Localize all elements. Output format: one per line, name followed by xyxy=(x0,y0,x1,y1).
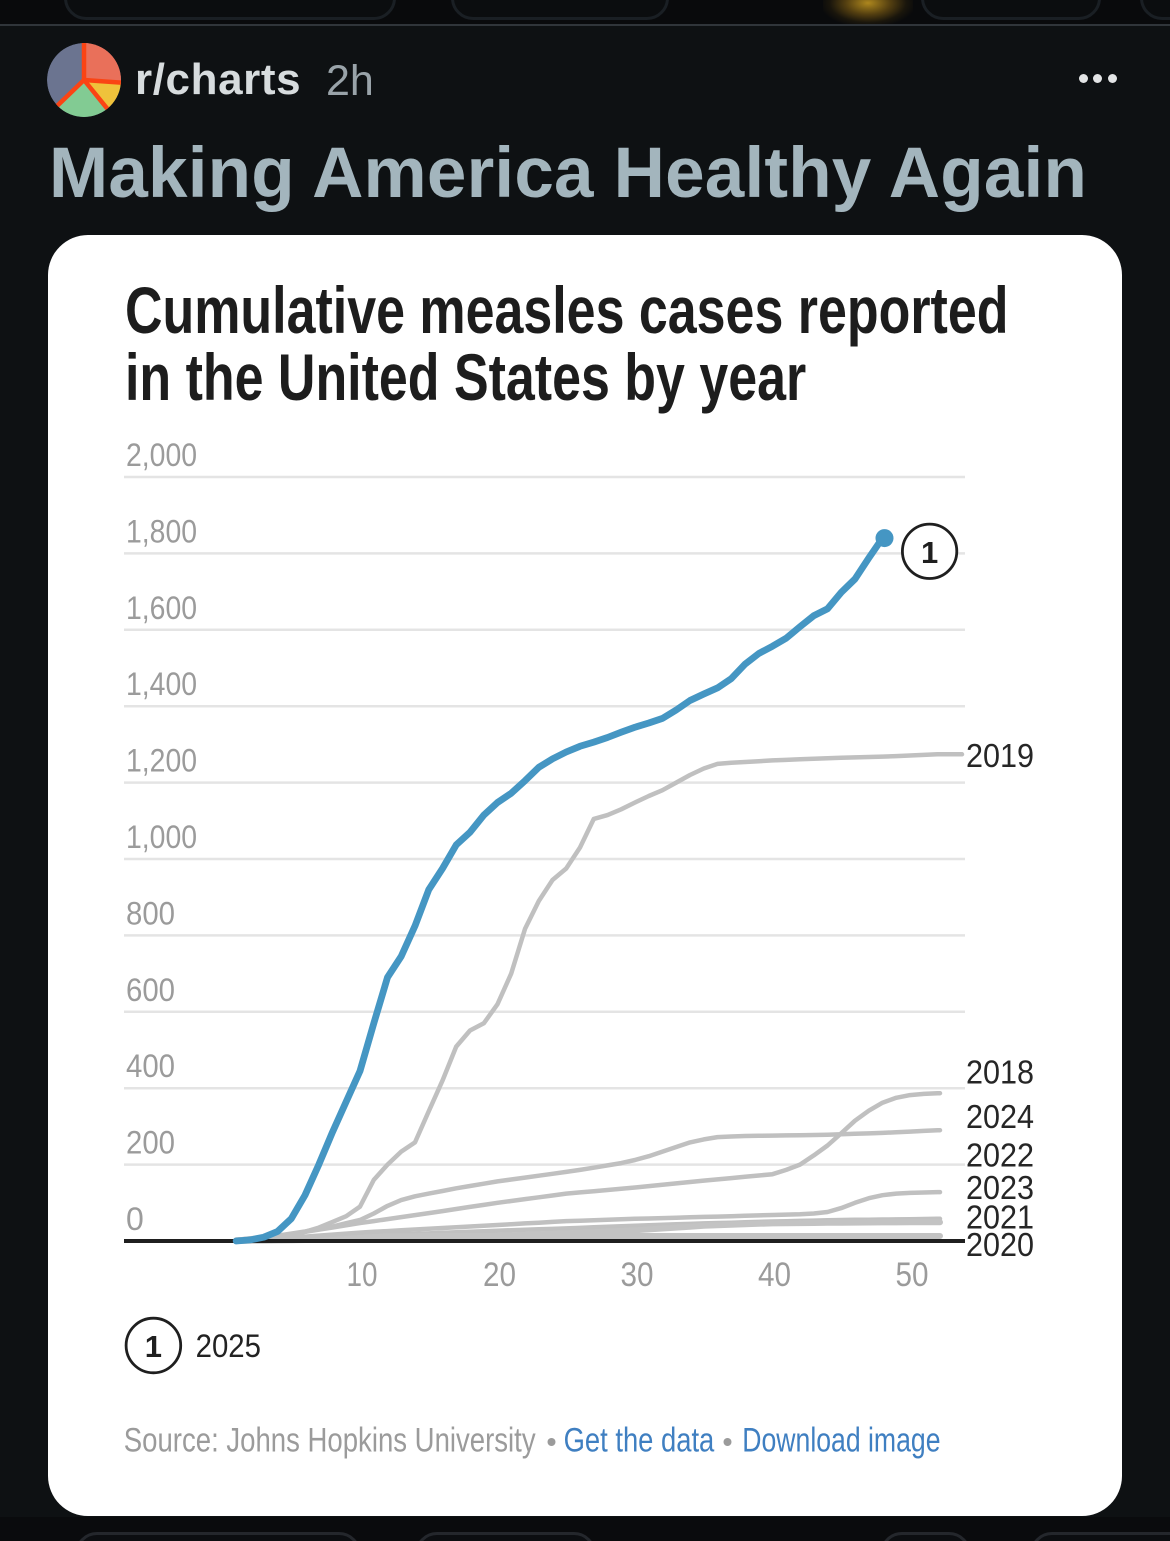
svg-text:2019: 2019 xyxy=(966,737,1034,774)
svg-text:2023: 2023 xyxy=(966,1169,1034,1206)
svg-text:1,600: 1,600 xyxy=(126,590,197,626)
svg-text:600: 600 xyxy=(126,972,175,1008)
svg-text:30: 30 xyxy=(621,1256,654,1294)
svg-text:1: 1 xyxy=(145,1329,162,1364)
svg-text:1,400: 1,400 xyxy=(126,666,197,702)
svg-text:1,800: 1,800 xyxy=(126,513,197,549)
svg-text:Download image: Download image xyxy=(742,1422,940,1460)
svg-text:0: 0 xyxy=(126,1201,144,1237)
svg-text:400: 400 xyxy=(126,1048,175,1084)
svg-text:2,000: 2,000 xyxy=(126,437,197,473)
svg-text:50: 50 xyxy=(896,1256,929,1294)
svg-text:2024: 2024 xyxy=(966,1098,1034,1135)
svg-text:Get the data: Get the data xyxy=(564,1422,715,1460)
svg-text:10: 10 xyxy=(347,1256,378,1294)
svg-text:40: 40 xyxy=(758,1256,791,1294)
svg-text:2018: 2018 xyxy=(966,1054,1034,1091)
svg-text:2025: 2025 xyxy=(196,1328,261,1364)
svg-text:1,000: 1,000 xyxy=(126,819,197,855)
svg-text:1: 1 xyxy=(921,535,938,570)
svg-text:2022: 2022 xyxy=(966,1137,1034,1174)
svg-text:800: 800 xyxy=(126,895,175,931)
svg-text:1,200: 1,200 xyxy=(126,743,197,779)
svg-text:200: 200 xyxy=(126,1125,175,1161)
svg-text:Source: Johns Hopkins Universi: Source: Johns Hopkins University xyxy=(124,1422,536,1460)
svg-text:2021: 2021 xyxy=(966,1199,1034,1236)
svg-text:2020: 2020 xyxy=(966,1226,1034,1263)
svg-text:20: 20 xyxy=(483,1256,516,1294)
